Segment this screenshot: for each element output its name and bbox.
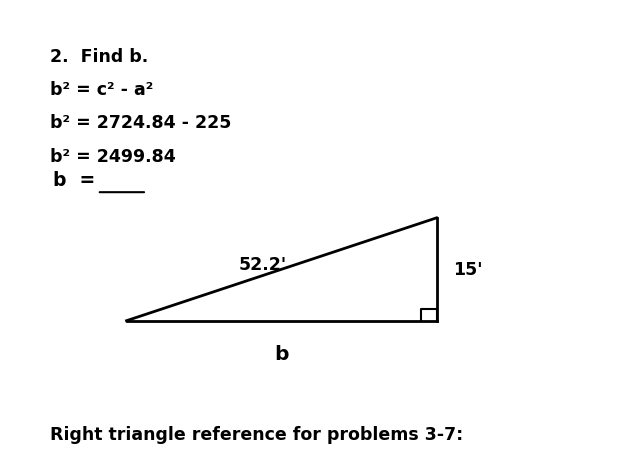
Text: b  =: b = [53,170,96,189]
Text: 15': 15' [453,261,482,278]
Text: b² = c² - a²: b² = c² - a² [50,81,153,99]
Text: b: b [274,345,289,364]
Text: 52.2': 52.2' [238,255,286,273]
Text: b² = 2499.84: b² = 2499.84 [50,148,176,166]
Text: Right triangle reference for problems 3-7:: Right triangle reference for problems 3-… [50,425,463,443]
Text: 2.  Find b.: 2. Find b. [50,48,148,66]
Text: b² = 2724.84 - 225: b² = 2724.84 - 225 [50,114,231,132]
